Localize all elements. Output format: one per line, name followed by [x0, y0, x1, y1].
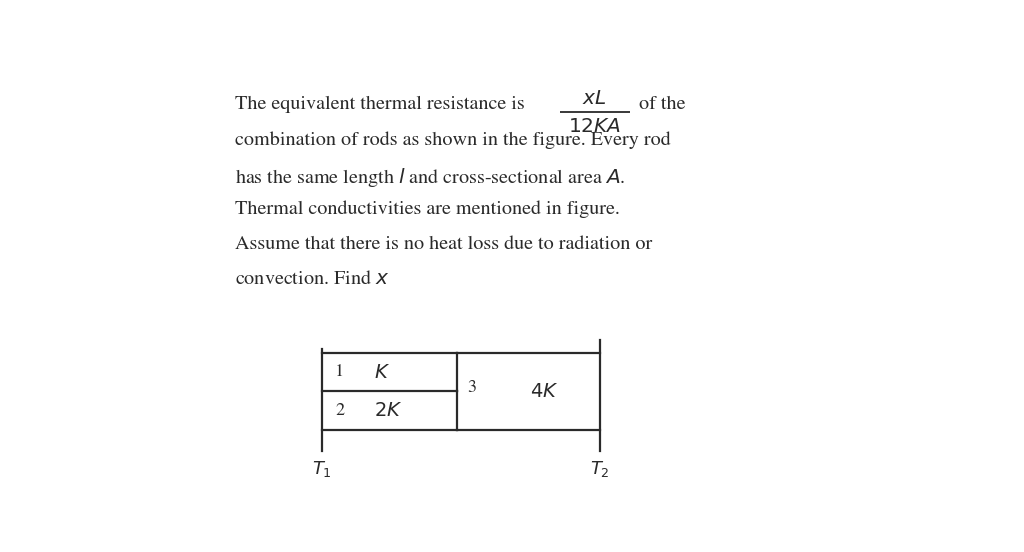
Text: 2: 2: [335, 402, 344, 418]
Text: $4K$: $4K$: [530, 382, 559, 401]
Text: $xL$: $xL$: [583, 89, 607, 108]
Text: $T_1$: $T_1$: [312, 459, 333, 479]
Text: $T_2$: $T_2$: [590, 459, 610, 479]
Text: Thermal conductivities are mentioned in figure.: Thermal conductivities are mentioned in …: [236, 200, 620, 218]
Text: has the same length $l$ and cross-sectional area $A$.: has the same length $l$ and cross-sectio…: [236, 166, 626, 189]
Text: 3: 3: [467, 380, 476, 396]
Text: Assume that there is no heat loss due to radiation or: Assume that there is no heat loss due to…: [236, 235, 652, 253]
Text: $2K$: $2K$: [374, 401, 402, 420]
Text: $12KA$: $12KA$: [568, 117, 622, 136]
Text: combination of rods as shown in the figure. Every rod: combination of rods as shown in the figu…: [236, 131, 671, 148]
Text: of the: of the: [639, 96, 686, 113]
Text: The equivalent thermal resistance is: The equivalent thermal resistance is: [236, 96, 525, 113]
Text: $K$: $K$: [374, 363, 390, 382]
Text: 1: 1: [335, 364, 344, 380]
Text: convection. Find $x$: convection. Find $x$: [236, 270, 389, 288]
